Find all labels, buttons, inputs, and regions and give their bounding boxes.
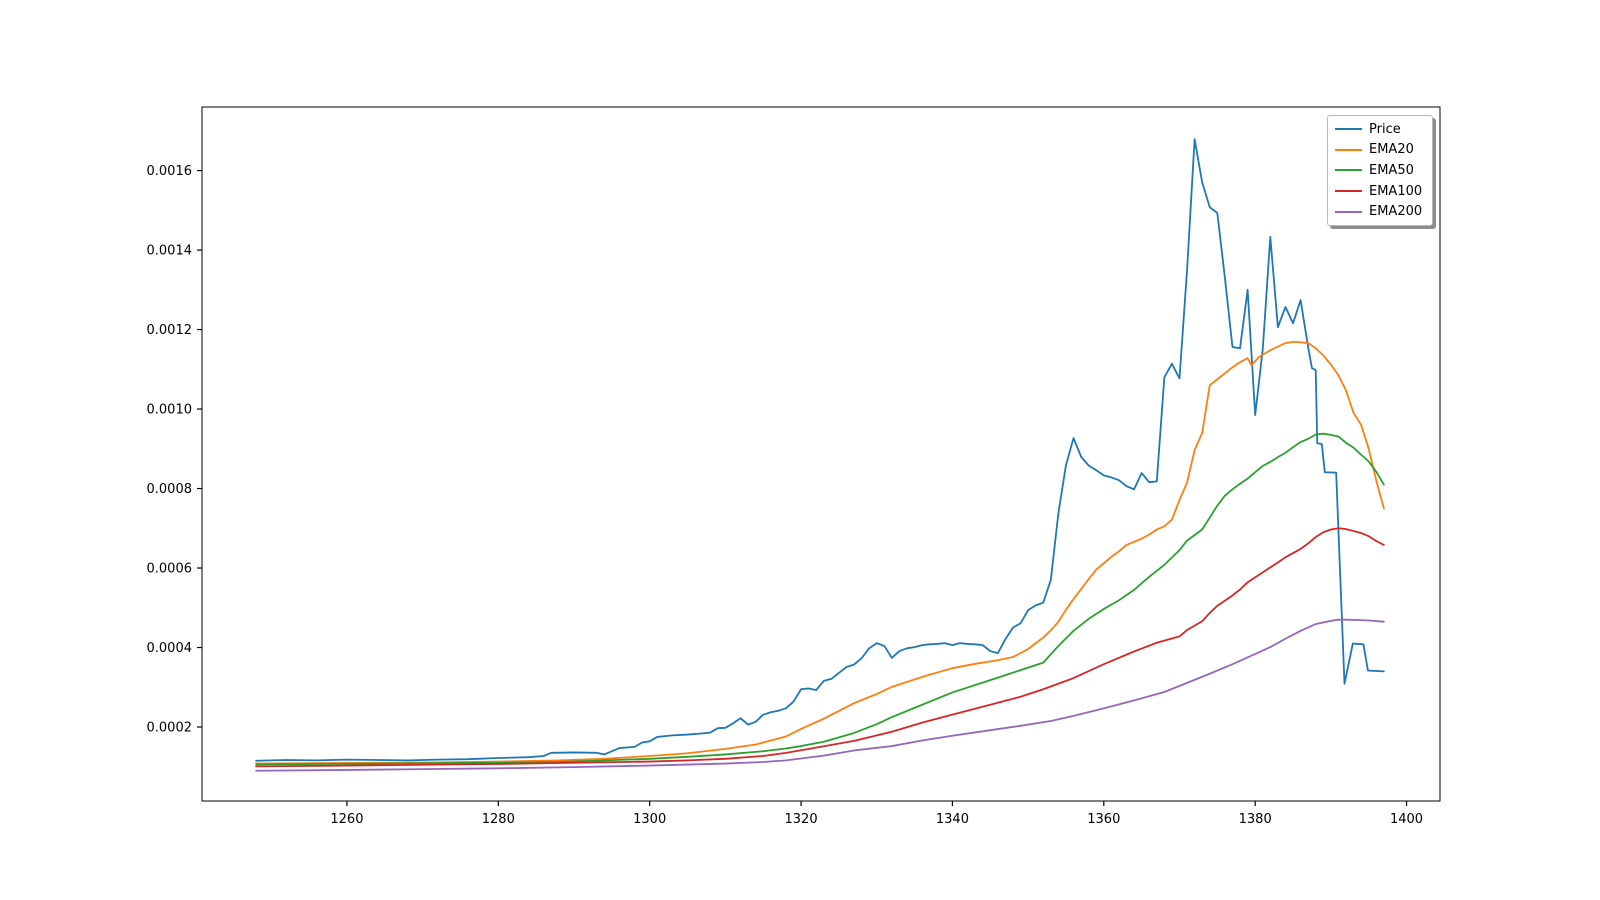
- legend-item-label: Price: [1369, 121, 1401, 137]
- legend-item-label: EMA100: [1369, 183, 1423, 199]
- price-line-sample-icon: [1335, 128, 1362, 131]
- y-tick-label: 0.0010: [147, 403, 193, 418]
- legend-item-label: EMA200: [1369, 204, 1423, 220]
- legend-item-ema50: EMA50: [1335, 160, 1424, 181]
- legend-item-ema100: EMA100: [1335, 181, 1424, 202]
- plot-border: [201, 106, 1441, 802]
- y-tick-label: 0.0004: [147, 641, 193, 656]
- x-tick-label: 1340: [936, 812, 969, 827]
- y-tick-label: 0.0002: [147, 720, 193, 735]
- x-tick-label: 1280: [482, 812, 515, 827]
- y-tick-label: 0.0006: [147, 562, 193, 577]
- y-tick-label: 0.0008: [147, 482, 193, 497]
- legend-item-label: EMA50: [1369, 162, 1414, 178]
- legend-item-ema200: EMA200: [1335, 201, 1424, 222]
- x-tick-label: 1320: [785, 812, 818, 827]
- x-tick-label: 1360: [1087, 812, 1120, 827]
- series-line-ema100: [255, 527, 1385, 768]
- y-tick-label: 0.0016: [147, 164, 193, 179]
- series-line-price: [255, 138, 1385, 762]
- legend: Price EMA20 EMA50 EMA100 EMA200: [1327, 115, 1433, 226]
- ema20-line-sample-icon: [1335, 148, 1362, 151]
- y-tick-label: 0.0014: [147, 244, 193, 259]
- x-tick-label: 1380: [1239, 812, 1272, 827]
- legend-item-label: EMA20: [1369, 142, 1414, 158]
- x-tick-label: 1300: [633, 812, 666, 827]
- series-line-ema20: [255, 340, 1385, 765]
- ema50-line-sample-icon: [1335, 169, 1362, 172]
- x-tick-label: 1260: [330, 812, 363, 827]
- legend-item-price: Price: [1335, 119, 1424, 140]
- series-line-ema50: [255, 432, 1385, 766]
- series-line-ema200: [255, 618, 1385, 772]
- x-tick-label: 1400: [1390, 812, 1423, 827]
- y-tick-label: 0.0012: [147, 323, 193, 338]
- legend-item-ema20: EMA20: [1335, 140, 1424, 161]
- ema100-line-sample-icon: [1335, 190, 1362, 193]
- ema200-line-sample-icon: [1335, 210, 1362, 213]
